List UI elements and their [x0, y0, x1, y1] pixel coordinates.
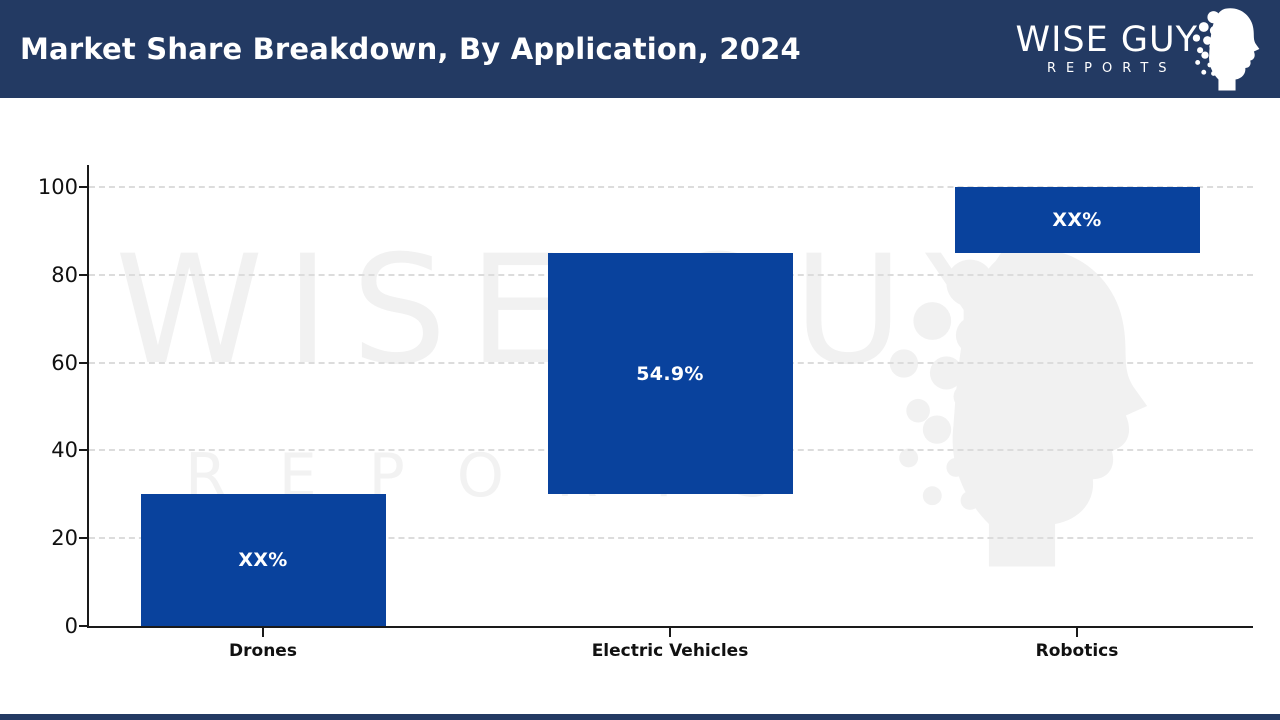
plot-area: 0 20 40 60 80 100 XX% Drones 54.9% Electric Vehic…	[0, 98, 1280, 714]
y-axis-tick	[79, 449, 88, 452]
y-axis	[87, 165, 89, 628]
bar-value-label: XX%	[238, 549, 288, 572]
grid-line	[89, 537, 1253, 540]
y-tick-label: 20	[51, 526, 78, 551]
logo-wordmark: WISE GUY	[1015, 19, 1198, 60]
bar: XX%	[140, 494, 386, 626]
bar-value-label: XX%	[1052, 209, 1102, 232]
header: Market Share Breakdown, By Application, …	[0, 0, 1280, 98]
x-tick-label: Drones	[229, 641, 297, 661]
x-tick-label: Robotics	[1035, 641, 1119, 661]
wiseguy-head-icon	[1184, 5, 1270, 93]
y-tick-label: 0	[64, 614, 78, 638]
page-title: Market Share Breakdown, By Application, …	[20, 32, 801, 66]
footer-bar	[0, 714, 1280, 720]
chart-canvas: WISE GUY REPORTS 0 20 40 60 80 100 XX% Drones 54…	[0, 98, 1280, 714]
y-axis-tick	[79, 537, 88, 540]
x-axis-tick	[1076, 628, 1078, 637]
y-axis-tick	[79, 186, 88, 188]
wiseguy-logo: WISE GUY REPORTS	[1015, 5, 1280, 93]
y-tick-label: 80	[51, 262, 78, 287]
bar: 54.9%	[547, 253, 793, 495]
logo-subtext: REPORTS	[1046, 60, 1177, 76]
y-tick-label: 60	[51, 350, 78, 375]
grid-line	[89, 186, 1253, 188]
x-axis-tick	[262, 628, 264, 637]
y-axis-tick	[79, 273, 88, 276]
bar-value-label: 54.9%	[636, 362, 704, 385]
y-tick-label: 100	[37, 175, 78, 199]
y-axis-tick	[79, 361, 88, 364]
x-axis-tick	[669, 628, 671, 637]
logo-text: WISE GUY REPORTS	[1015, 19, 1198, 76]
bar: XX%	[954, 187, 1200, 254]
x-axis	[87, 626, 1253, 628]
y-tick-label: 40	[51, 438, 78, 463]
x-tick-label: Electric Vehicles	[591, 641, 749, 661]
y-axis-tick	[79, 625, 88, 627]
